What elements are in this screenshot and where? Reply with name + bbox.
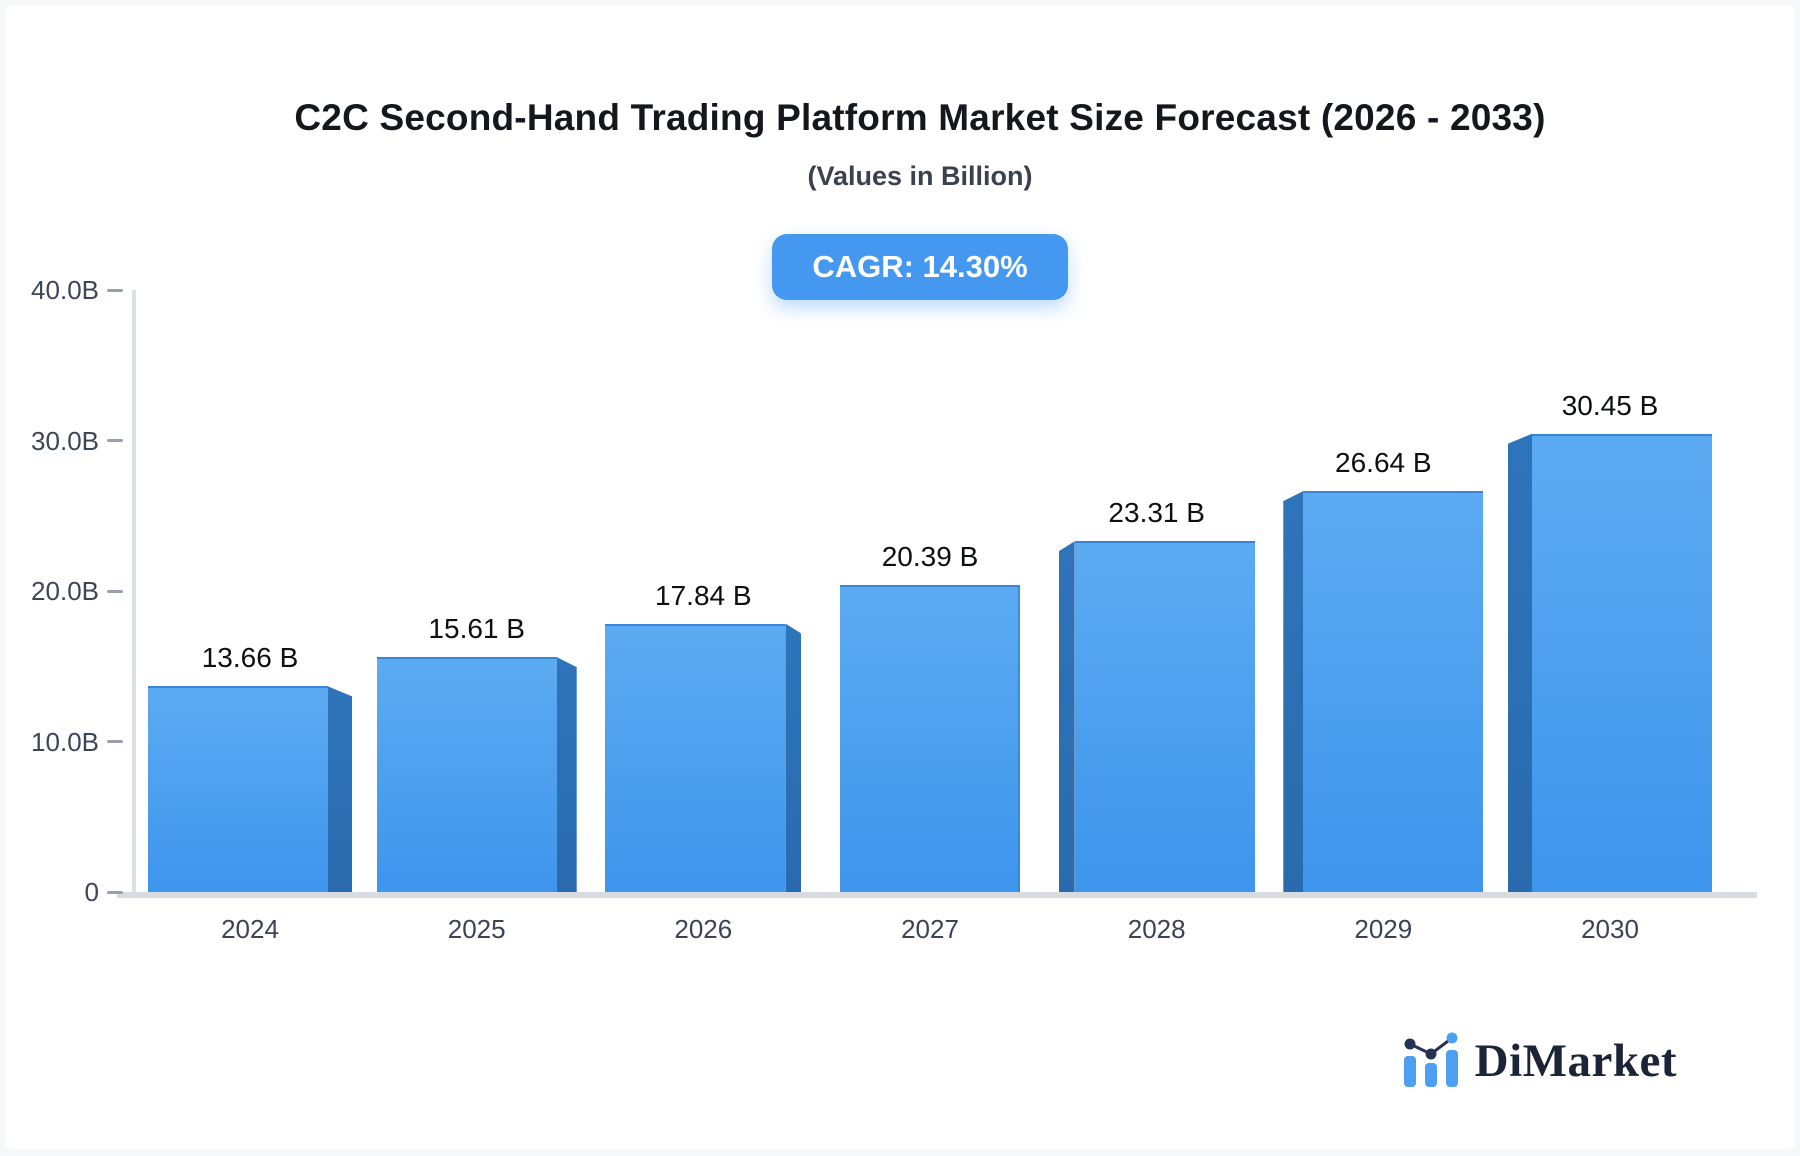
- bar: [840, 585, 1020, 892]
- y-axis-tick-label: 40.0B: [31, 275, 99, 305]
- y-axis-tick-mark: [107, 288, 123, 292]
- y-axis-tick-label: 0: [84, 877, 99, 907]
- x-axis-label: 2028: [1127, 914, 1186, 944]
- bar-side-face: [1058, 541, 1075, 892]
- chart-title: C2C Second-Hand Trading Platform Market …: [294, 97, 1546, 138]
- logo-text: DiMarket: [1474, 1035, 1677, 1087]
- bar-value-label: 15.61 B: [428, 613, 525, 645]
- bar-value-label: 23.31 B: [1108, 497, 1205, 529]
- bar-value-label: 17.84 B: [655, 579, 752, 611]
- y-axis-tick-mark: [107, 439, 123, 442]
- y-axis-tick-mark: [107, 589, 123, 593]
- bar: [148, 686, 328, 892]
- x-axis-baseline: [117, 892, 1757, 898]
- bar-value-label: 13.66 B: [201, 642, 299, 674]
- plot-area: 40.0B 30.0B 20.0B 10.0B 0 13.66 B 2024 15.61 B 2…: [5, 5, 1795, 1149]
- bar-value-label: 30.45 B: [1561, 389, 1659, 421]
- chart-header: C2C Second-Hand Trading Platform Market …: [5, 5, 1795, 300]
- bar: [1074, 541, 1255, 892]
- bar-side-face: [556, 657, 577, 892]
- y-axis-tick-mark: [107, 890, 123, 894]
- bar: [605, 623, 786, 892]
- x-axis-label: 2027: [901, 914, 959, 944]
- y-axis-line: [132, 290, 136, 898]
- bar-value-label: 26.64 B: [1335, 447, 1432, 479]
- x-axis-label: 2029: [1354, 914, 1413, 944]
- bar-side-face: [785, 623, 802, 892]
- bar-side-face: [1283, 491, 1304, 892]
- bar-side-face: [1508, 433, 1532, 892]
- chart-card: C2C Second-Hand Trading Platform Market …: [5, 5, 1795, 1149]
- y-axis-tick-mark: [107, 740, 123, 743]
- bar: [376, 657, 557, 892]
- x-axis-label: 2025: [447, 914, 506, 944]
- dimarket-logo: DiMarket: [1401, 1031, 1677, 1091]
- bar-value-label: 20.39 B: [881, 541, 979, 573]
- bar-chart-with-dots-icon: [1403, 1032, 1458, 1087]
- y-axis-tick-label: 20.0B: [31, 576, 99, 606]
- chart-subtitle: (Values in Billion): [807, 161, 1033, 191]
- x-axis-label: 2030: [1581, 914, 1639, 944]
- bar-side-face: [328, 686, 352, 892]
- y-axis-tick-label: 30.0B: [31, 425, 99, 456]
- bar: [1303, 491, 1484, 892]
- x-axis-label: 2026: [674, 914, 733, 944]
- bar: [1532, 433, 1712, 892]
- cagr-badge: CAGR: 14.30%: [772, 234, 1068, 300]
- y-axis-tick-label: 10.0B: [31, 726, 99, 757]
- x-axis-label: 2024: [221, 914, 279, 944]
